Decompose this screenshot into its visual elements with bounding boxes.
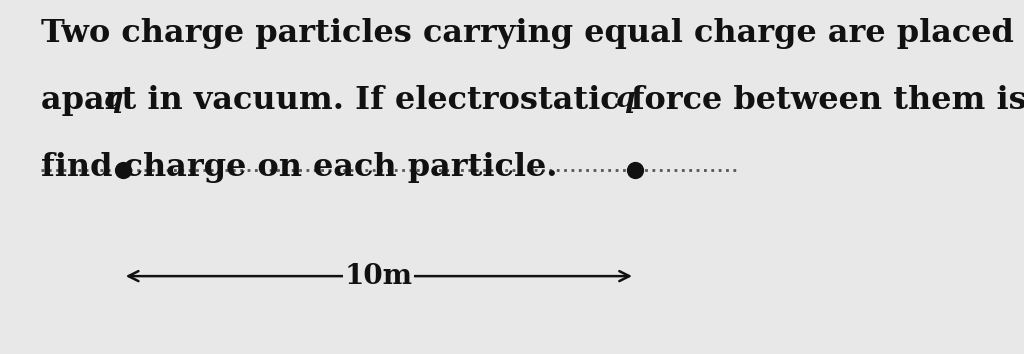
Text: apart in vacuum. If electrostatic force between them is 0.9 N,: apart in vacuum. If electrostatic force … [41, 85, 1024, 116]
Text: 10m: 10m [345, 263, 413, 290]
Point [115, 167, 131, 173]
Text: q: q [615, 86, 634, 113]
Text: q: q [103, 86, 122, 113]
Point [627, 167, 643, 173]
Text: find charge on each particle.: find charge on each particle. [41, 152, 557, 183]
Text: Two charge particles carrying equal charge are placed 10m: Two charge particles carrying equal char… [41, 18, 1024, 49]
